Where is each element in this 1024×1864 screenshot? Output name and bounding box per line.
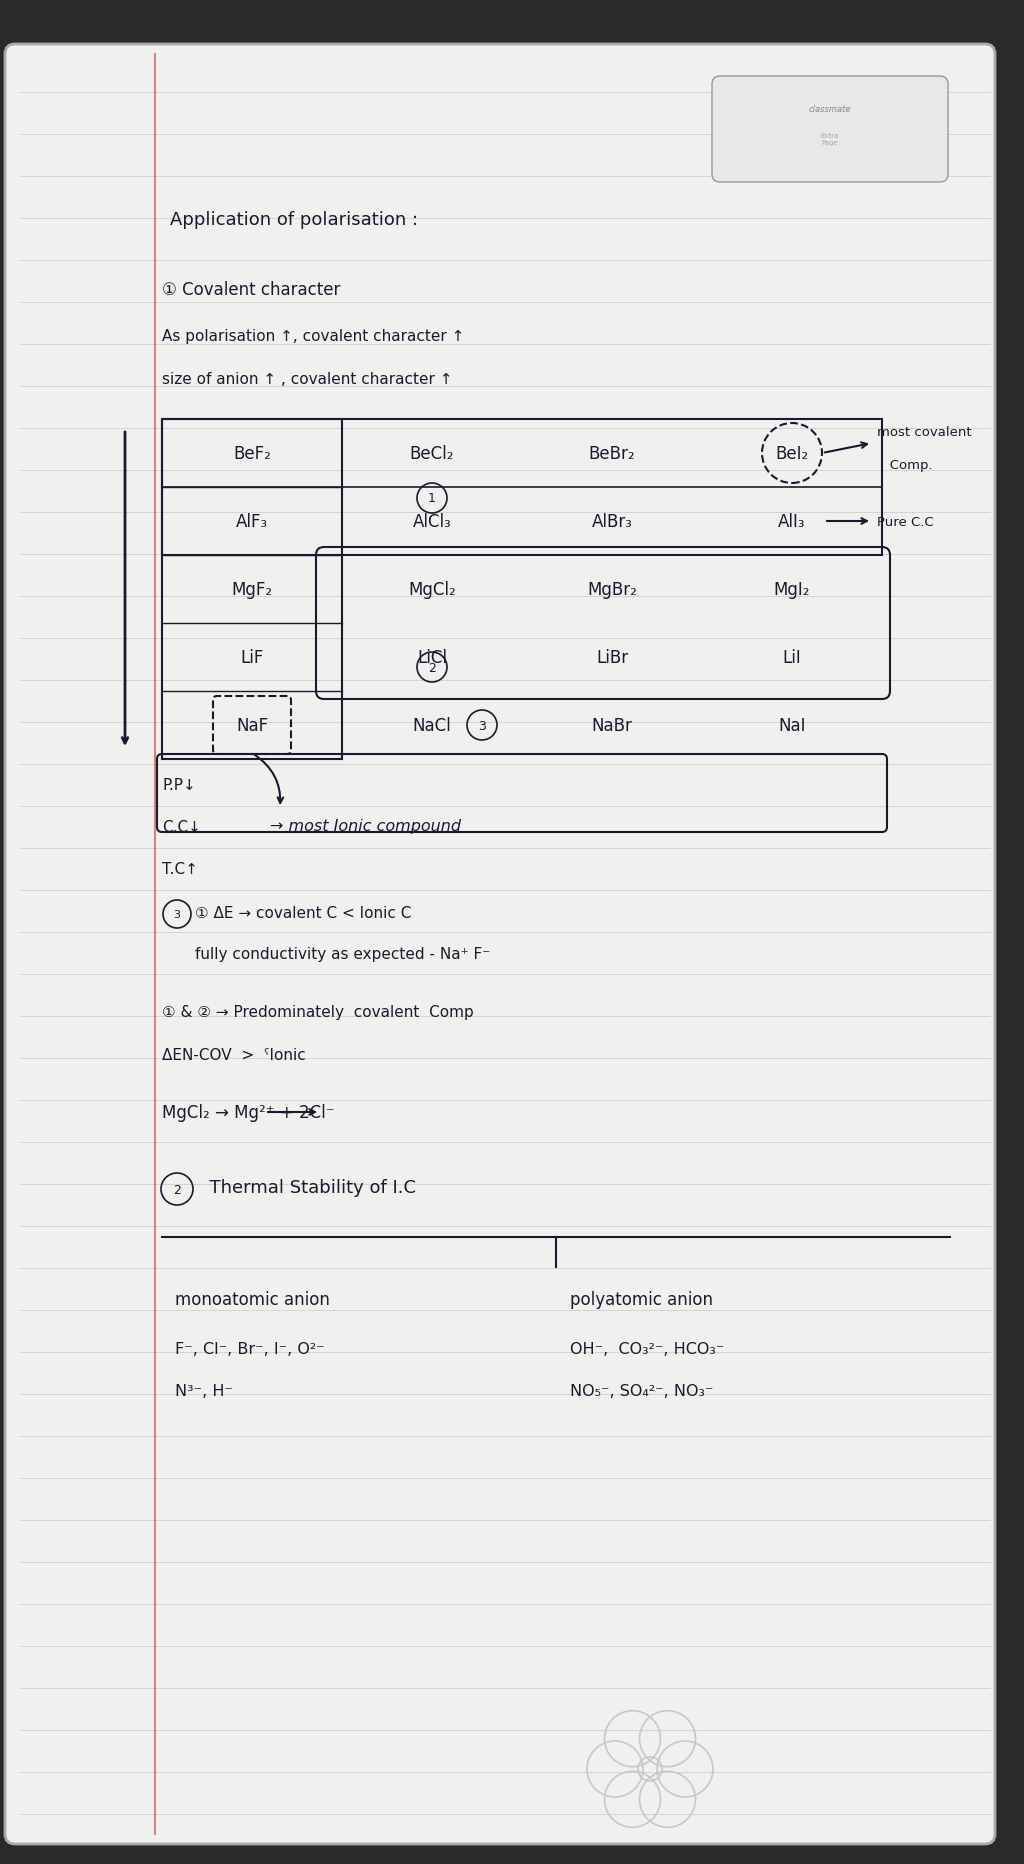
Text: NaCl: NaCl (413, 716, 452, 734)
Text: BeI₂: BeI₂ (775, 445, 809, 462)
FancyBboxPatch shape (5, 45, 995, 1843)
Text: F⁻, Cl⁻, Br⁻, I⁻, O²⁻: F⁻, Cl⁻, Br⁻, I⁻, O²⁻ (175, 1342, 325, 1357)
FancyBboxPatch shape (712, 76, 948, 183)
Text: most covalent: most covalent (877, 425, 972, 438)
Text: NaF: NaF (236, 716, 268, 734)
Text: ① ΔE → covalent C < Ionic C: ① ΔE → covalent C < Ionic C (195, 906, 412, 921)
Text: ΔEN-COV  >  ˤIonic: ΔEN-COV > ˤIonic (162, 1048, 306, 1062)
Text: NaI: NaI (778, 716, 806, 734)
Text: ① & ② → Predominately  covalent  Comp: ① & ② → Predominately covalent Comp (162, 1005, 474, 1020)
Text: AlCl₃: AlCl₃ (413, 513, 452, 531)
Text: LiCl: LiCl (417, 649, 447, 667)
Text: AlF₃: AlF₃ (236, 513, 268, 531)
Text: Pure C.C: Pure C.C (877, 514, 934, 528)
Text: fully conductivity as expected - Na⁺ F⁻: fully conductivity as expected - Na⁺ F⁻ (195, 947, 490, 962)
Text: AlI₃: AlI₃ (778, 513, 806, 531)
Text: 2: 2 (173, 1184, 181, 1197)
Text: 3: 3 (478, 720, 486, 733)
Text: Extra
Page: Extra Page (821, 134, 840, 147)
Text: T.C↑: T.C↑ (162, 861, 198, 876)
Text: AlBr₃: AlBr₃ (592, 513, 633, 531)
Text: LiI: LiI (782, 649, 802, 667)
Text: MgCl₂ → Mg²⁺ + 2Cl⁻: MgCl₂ → Mg²⁺ + 2Cl⁻ (162, 1103, 335, 1122)
Text: MgI₂: MgI₂ (774, 582, 810, 598)
Text: monoatomic anion: monoatomic anion (175, 1290, 330, 1309)
Text: P.P↓: P.P↓ (162, 777, 196, 792)
Text: As polarisation ↑, covalent character ↑: As polarisation ↑, covalent character ↑ (162, 330, 464, 345)
Text: BeCl₂: BeCl₂ (410, 445, 455, 462)
Text: ① Covalent character: ① Covalent character (162, 281, 340, 298)
Text: NaBr: NaBr (592, 716, 633, 734)
Text: 1: 1 (428, 492, 436, 505)
Text: Comp.: Comp. (877, 459, 933, 472)
Text: BeBr₂: BeBr₂ (589, 445, 635, 462)
Text: MgF₂: MgF₂ (231, 582, 272, 598)
Text: size of anion ↑ , covalent character ↑: size of anion ↑ , covalent character ↑ (162, 371, 453, 386)
Text: 2: 2 (428, 662, 436, 675)
Text: MgCl₂: MgCl₂ (409, 582, 456, 598)
Text: NO₅⁻, SO₄²⁻, NO₃⁻: NO₅⁻, SO₄²⁻, NO₃⁻ (570, 1383, 714, 1398)
Text: BeF₂: BeF₂ (233, 445, 271, 462)
Text: OH⁻,  CO₃²⁻, HCO₃⁻: OH⁻, CO₃²⁻, HCO₃⁻ (570, 1342, 724, 1357)
Text: Application of polarisation :: Application of polarisation : (170, 211, 418, 229)
Text: LiBr: LiBr (596, 649, 628, 667)
Text: → most Ionic compound: → most Ionic compound (270, 818, 461, 833)
Text: polyatomic anion: polyatomic anion (570, 1290, 713, 1309)
Text: N³⁻, H⁻: N³⁻, H⁻ (175, 1383, 233, 1398)
Text: classmate: classmate (809, 106, 851, 114)
Text: Thermal Stability of I.C: Thermal Stability of I.C (198, 1178, 416, 1197)
Text: 3: 3 (173, 910, 180, 919)
Text: C.C↓: C.C↓ (162, 818, 201, 833)
Text: MgBr₂: MgBr₂ (587, 582, 637, 598)
Text: LiF: LiF (241, 649, 264, 667)
